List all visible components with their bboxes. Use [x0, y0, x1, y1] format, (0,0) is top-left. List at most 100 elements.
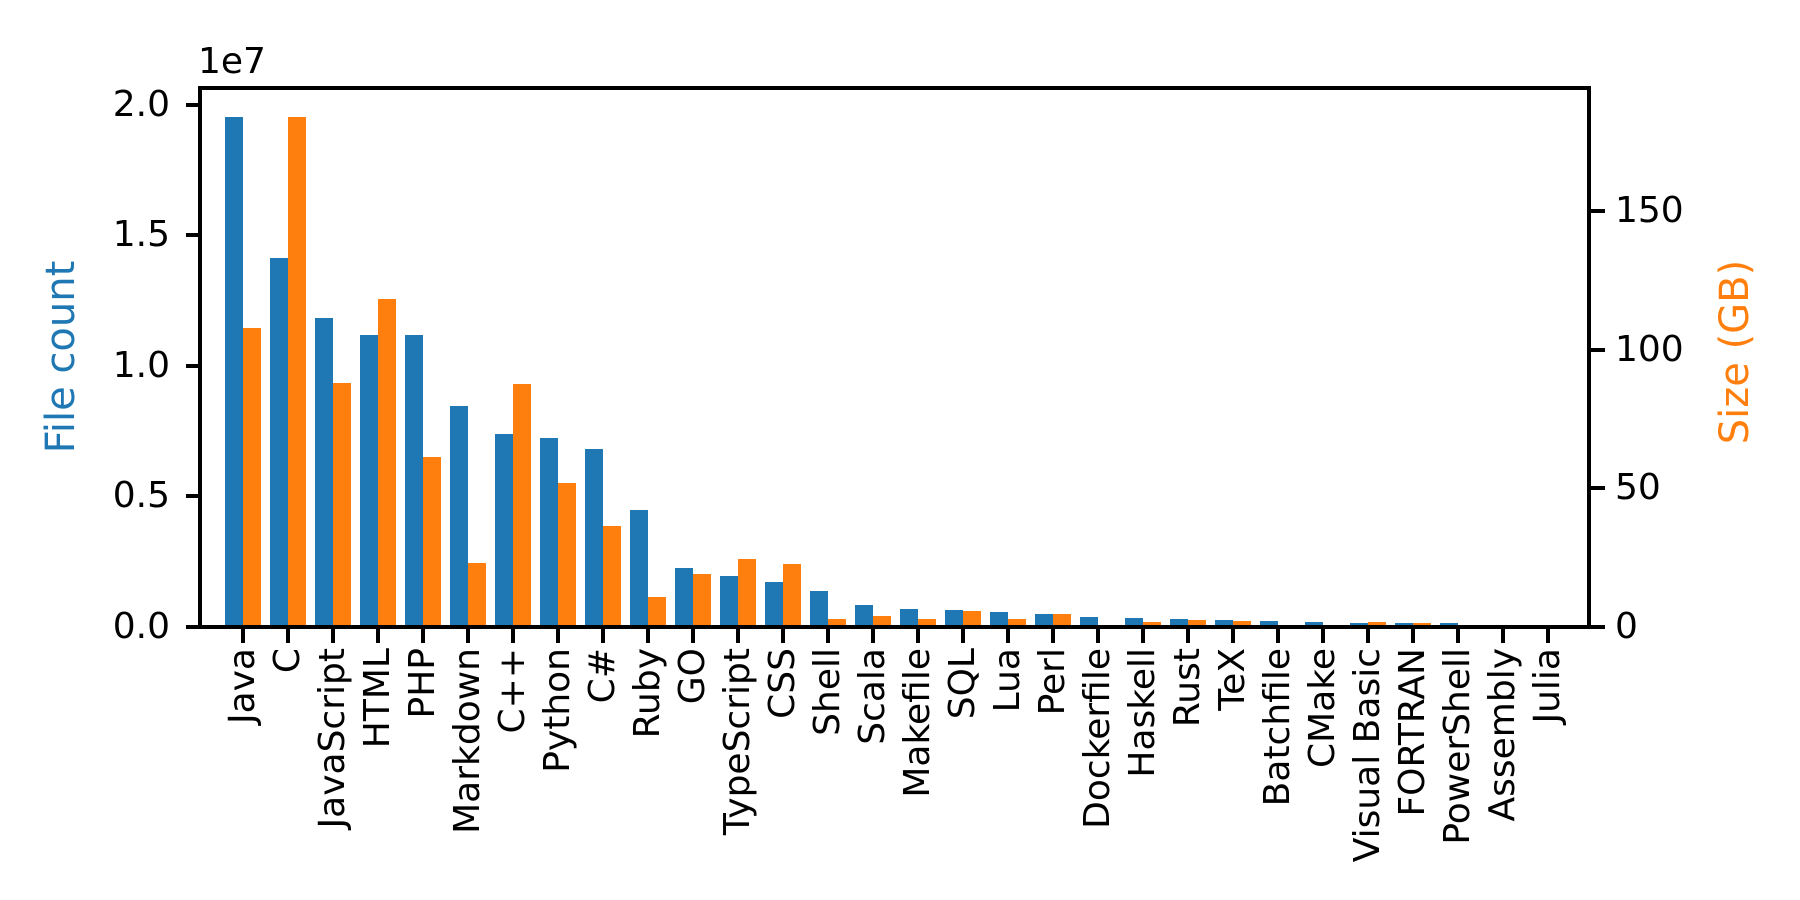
x-tick-mark-c- — [511, 629, 516, 643]
right-tick-label-50: 50 — [1615, 467, 1661, 509]
bar-size-gb-c — [288, 117, 307, 627]
right-tick-mark-50 — [1591, 486, 1605, 491]
x-tick-mark-go — [691, 629, 696, 643]
bar-file-count-typescript — [720, 576, 739, 627]
right-tick-label-100: 100 — [1615, 328, 1684, 370]
x-tick-mark-rust — [1186, 629, 1191, 643]
right-spine — [1587, 86, 1591, 629]
bar-size-gb-tex — [1233, 621, 1252, 627]
x-tick-label-makefile: Makefile — [897, 648, 939, 798]
top-spine — [198, 86, 1591, 90]
right-tick-label-150: 150 — [1615, 189, 1684, 231]
bar-size-gb-css — [783, 564, 802, 627]
bar-file-count-perl — [1035, 614, 1054, 627]
x-tick-label-batchfile: Batchfile — [1257, 648, 1299, 807]
x-tick-label-python: Python — [537, 648, 579, 773]
x-tick-label-ruby: Ruby — [627, 648, 669, 739]
x-tick-mark-scala — [871, 629, 876, 643]
x-tick-label-c-: C++ — [492, 648, 534, 734]
x-tick-label-css: CSS — [762, 648, 804, 719]
x-tick-mark-assembly — [1501, 629, 1506, 643]
x-tick-mark-html — [376, 629, 381, 643]
x-tick-mark-makefile — [916, 629, 921, 643]
x-tick-mark-tex — [1231, 629, 1236, 643]
x-tick-mark-cmake — [1321, 629, 1326, 643]
left-tick-mark-1.0 — [186, 363, 200, 368]
x-tick-mark-julia — [1546, 629, 1551, 643]
bar-file-count-c- — [585, 449, 604, 627]
x-tick-label-perl: Perl — [1032, 648, 1074, 716]
x-tick-mark-c — [286, 629, 291, 643]
left-tick-mark-0.5 — [186, 494, 200, 499]
left-tick-mark-0.0 — [186, 625, 200, 629]
x-tick-label-cmake: CMake — [1302, 648, 1344, 768]
x-tick-mark-haskell — [1141, 629, 1146, 643]
x-tick-mark-powershell — [1456, 629, 1461, 643]
bar-file-count-c — [270, 257, 289, 627]
bar-file-count-scala — [855, 605, 874, 627]
bar-file-count-javascript — [315, 317, 334, 627]
bar-file-count-python — [540, 438, 559, 627]
bar-file-count-haskell — [1125, 618, 1144, 627]
bar-file-count-sql — [945, 609, 964, 627]
x-tick-label-fortran: FORTRAN — [1392, 648, 1434, 817]
x-tick-label-c-: C# — [582, 648, 624, 704]
x-tick-mark-batchfile — [1276, 629, 1281, 643]
bar-size-gb-haskell — [1143, 621, 1162, 627]
x-tick-mark-java — [241, 629, 246, 643]
x-tick-label-javascript: JavaScript — [312, 648, 354, 829]
x-tick-label-go: GO — [672, 648, 714, 705]
right-tick-label-0: 0 — [1615, 606, 1638, 647]
bar-size-gb-scala — [873, 616, 892, 627]
left-tick-label-1.0: 1.0 — [112, 344, 170, 386]
x-tick-label-dockerfile: Dockerfile — [1077, 648, 1119, 829]
bar-file-count-cmake — [1305, 622, 1324, 627]
x-tick-label-lua: Lua — [987, 648, 1029, 713]
left-tick-mark-1.5 — [186, 233, 200, 238]
bar-size-gb-markdown — [468, 562, 487, 627]
x-tick-label-sql: SQL — [942, 648, 984, 720]
bar-size-gb-html — [378, 299, 397, 627]
bar-size-gb-makefile — [918, 618, 937, 627]
bar-size-gb-perl — [1053, 613, 1072, 627]
x-tick-mark-dockerfile — [1096, 629, 1101, 643]
bar-size-gb-java — [243, 328, 262, 627]
left-tick-label-0.5: 0.5 — [112, 475, 170, 517]
x-tick-label-haskell: Haskell — [1122, 648, 1164, 778]
bar-size-gb-c- — [513, 383, 532, 627]
bottom-spine — [198, 625, 1591, 629]
x-tick-mark-markdown — [466, 629, 471, 643]
bar-size-gb-javascript — [333, 383, 352, 627]
bar-file-count-visual-basic — [1350, 622, 1369, 627]
bar-file-count-rust — [1170, 618, 1189, 627]
bar-file-count-markdown — [450, 406, 469, 627]
bar-file-count-lua — [990, 611, 1009, 627]
x-tick-label-julia: Julia — [1527, 648, 1569, 724]
x-tick-label-powershell: PowerShell — [1437, 648, 1479, 845]
bar-size-gb-c- — [603, 526, 622, 627]
bar-size-gb-fortran — [1413, 622, 1432, 627]
y-axis-offset-label: 1e7 — [198, 41, 266, 82]
x-tick-mark-ruby — [646, 629, 651, 643]
x-tick-mark-python — [556, 629, 561, 643]
x-tick-mark-shell — [826, 629, 831, 643]
right-tick-mark-150 — [1591, 208, 1605, 213]
x-tick-label-visual-basic: Visual Basic — [1347, 648, 1389, 863]
bar-file-count-shell — [810, 590, 829, 627]
x-tick-mark-perl — [1051, 629, 1056, 643]
x-tick-label-php: PHP — [402, 648, 444, 719]
bar-file-count-html — [360, 335, 379, 627]
x-tick-label-scala: Scala — [852, 648, 894, 745]
bar-file-count-batchfile — [1260, 620, 1279, 627]
x-tick-mark-php — [421, 629, 426, 643]
x-tick-mark-typescript — [736, 629, 741, 643]
bar-file-count-php — [405, 335, 424, 627]
left-tick-label-1.5: 1.5 — [112, 214, 170, 256]
bar-file-count-c- — [495, 434, 514, 627]
bar-size-gb-sql — [963, 611, 982, 627]
right-tick-mark-100 — [1591, 347, 1605, 352]
bar-size-gb-shell — [828, 618, 847, 627]
x-tick-mark-javascript — [331, 629, 336, 643]
bar-file-count-css — [765, 581, 784, 627]
